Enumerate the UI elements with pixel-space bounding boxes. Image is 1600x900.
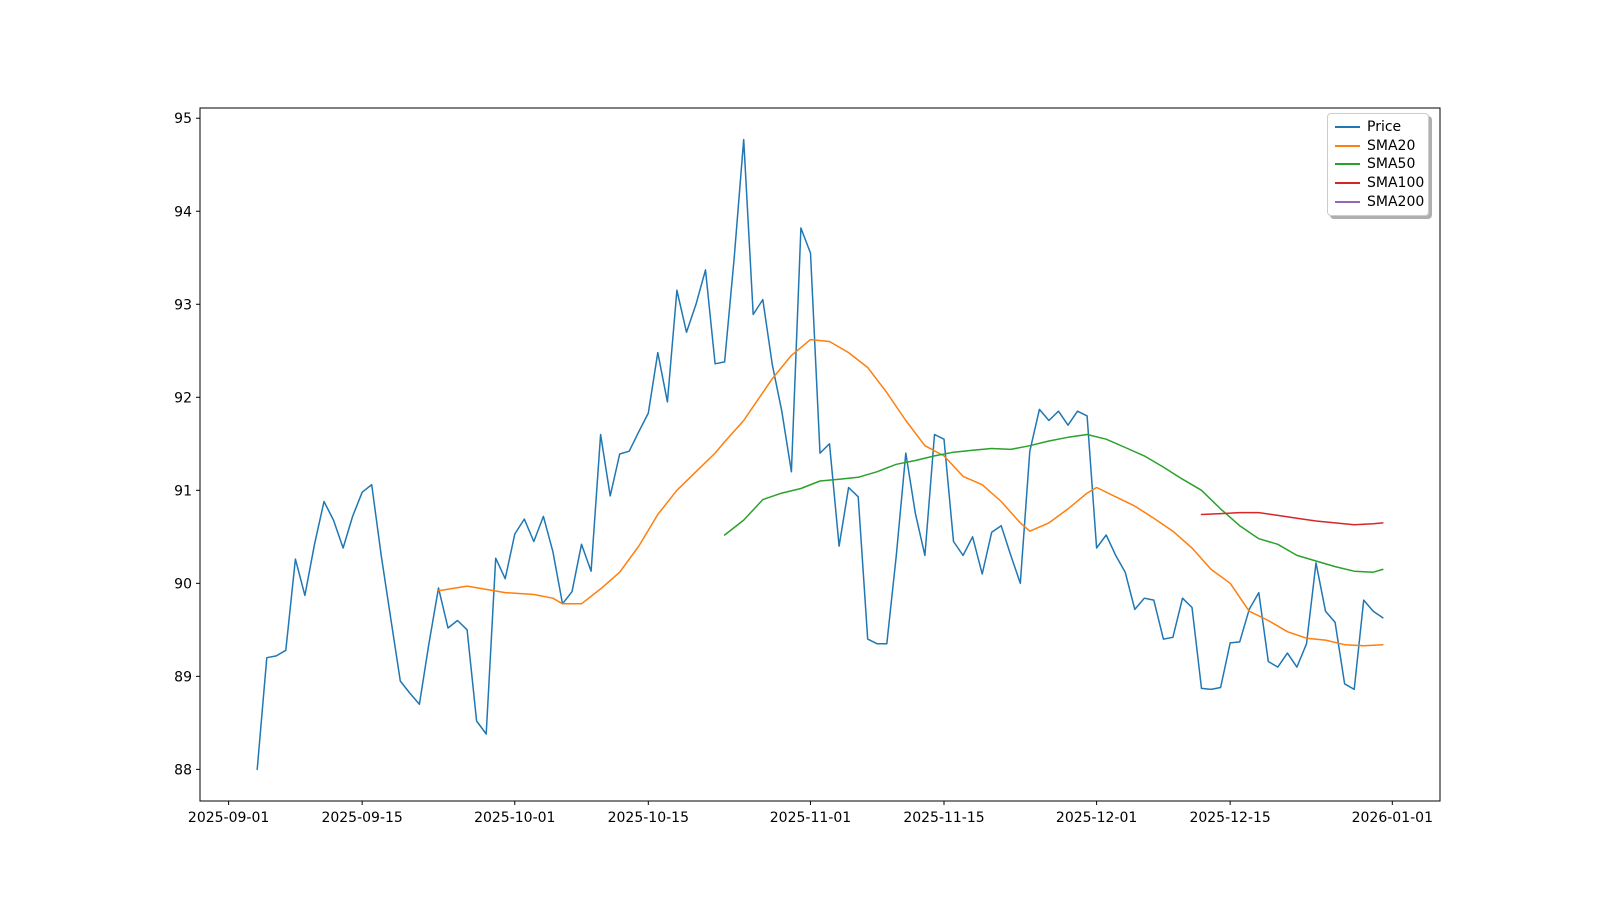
legend-swatch-sma50-line xyxy=(1335,163,1360,166)
y-tick-label: 89 xyxy=(174,669,192,685)
legend-label-sma100: SMA100 xyxy=(1367,175,1425,192)
x-tick-label: 2025-10-15 xyxy=(608,810,689,826)
series-lines xyxy=(256,138,1384,771)
y-tick-label: 92 xyxy=(174,390,192,406)
legend-item-sma50: SMA50 xyxy=(1335,157,1421,172)
y-axis-ticks: 88 89 90 91 92 93 94 95 xyxy=(174,111,200,778)
x-tick-label: 2025-10-01 xyxy=(474,810,555,826)
legend-label-price: Price xyxy=(1367,119,1402,136)
y-tick-label: 88 xyxy=(174,762,192,778)
x-tick-label: 2025-12-01 xyxy=(1056,810,1137,826)
legend: Price SMA20 SMA50 SMA100 SMA200 xyxy=(1327,113,1429,216)
legend-label-sma50: SMA50 xyxy=(1367,156,1416,173)
x-tick-label: 2026-01-01 xyxy=(1352,810,1433,826)
legend-swatch-sma100-line xyxy=(1335,182,1360,185)
sma20-line xyxy=(437,338,1384,647)
x-tick-label: 2025-12-15 xyxy=(1189,810,1270,826)
legend-swatch-price-line xyxy=(1335,126,1360,129)
legend-item-price: Price xyxy=(1335,120,1421,135)
x-tick-label: 2025-09-15 xyxy=(321,810,402,826)
plot-border xyxy=(199,107,1441,802)
legend-swatch-sma20-line xyxy=(1335,144,1360,147)
legend-label-sma200: SMA200 xyxy=(1367,193,1425,210)
x-axis-ticks: 2025-09-01 2025-09-15 2025-10-01 2025-10-15… xyxy=(188,801,1433,826)
y-tick-label: 90 xyxy=(174,576,192,592)
sma100-line xyxy=(1200,511,1384,526)
x-tick-label: 2025-11-15 xyxy=(903,810,984,826)
legend-item-sma20: SMA20 xyxy=(1335,138,1421,153)
x-tick-label: 2025-11-01 xyxy=(770,810,851,826)
legend-label-sma20: SMA20 xyxy=(1367,137,1416,154)
sma50-line xyxy=(723,433,1384,573)
x-tick-label: 2025-09-01 xyxy=(188,810,269,826)
legend-swatch-sma200-line xyxy=(1335,200,1360,203)
y-tick-label: 94 xyxy=(174,204,192,220)
y-tick-label: 95 xyxy=(174,111,192,127)
legend-item-sma200: SMA200 xyxy=(1335,193,1425,210)
legend-item-sma100: SMA100 xyxy=(1335,175,1425,192)
y-tick-label: 93 xyxy=(174,297,192,313)
price-line xyxy=(256,138,1384,771)
y-tick-label: 91 xyxy=(174,483,192,499)
